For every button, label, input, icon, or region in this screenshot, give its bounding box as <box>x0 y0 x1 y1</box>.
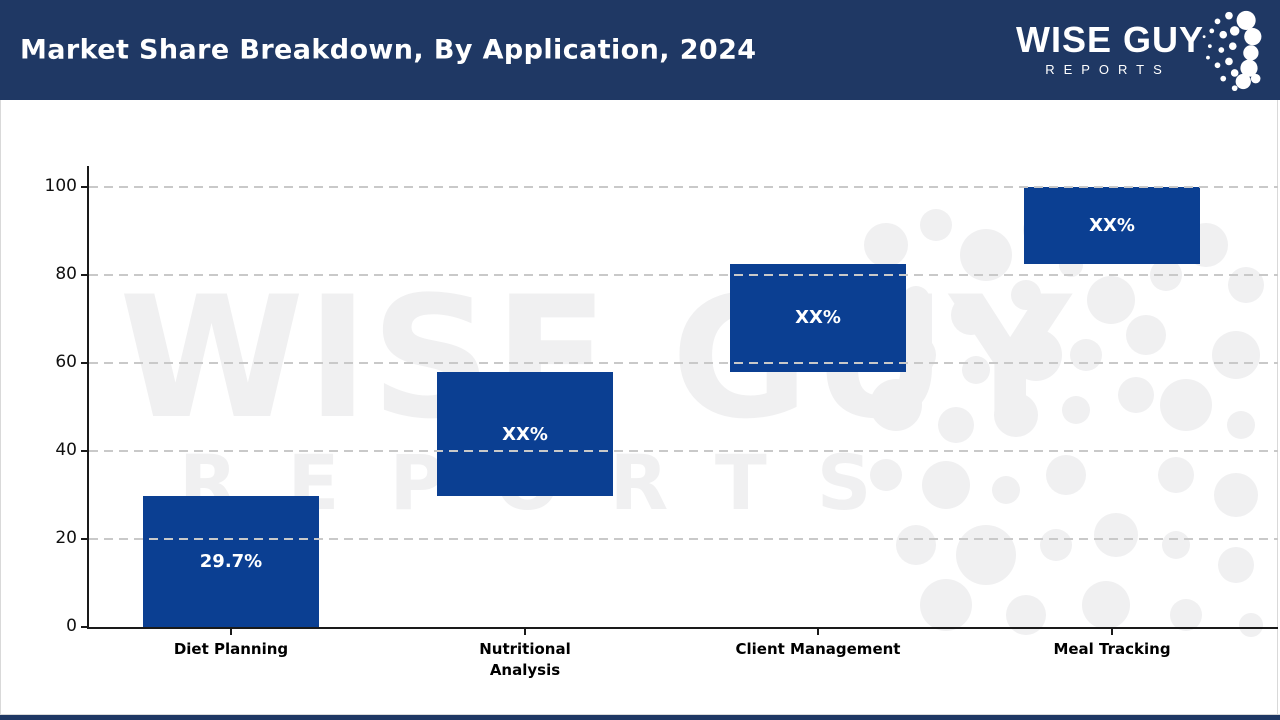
bar-client-management: XX% <box>730 264 906 372</box>
gridline-20 <box>89 538 1278 540</box>
x-category-label: Meal Tracking <box>1053 640 1171 658</box>
y-tick-label: 0 <box>66 616 77 636</box>
wise-guy-logo: WISE GUY REPORTS <box>1016 8 1266 92</box>
y-tick-mark <box>81 186 88 188</box>
gridline-100 <box>89 186 1278 188</box>
y-tick-mark <box>81 362 88 364</box>
gridline-60 <box>89 362 1278 364</box>
bar-meal-tracking: XX% <box>1024 187 1200 264</box>
x-tick-mark <box>230 628 232 635</box>
logo-face-icon <box>1202 10 1262 92</box>
bar-nutritional-analysis: XX% <box>437 371 613 497</box>
y-tick-mark <box>81 274 88 276</box>
bar-value-label: 29.7% <box>199 551 263 573</box>
bar-diet-planning: 29.7% <box>143 496 319 627</box>
footer-divider <box>0 714 1280 715</box>
y-axis-line <box>87 166 89 629</box>
y-tick-mark <box>81 450 88 452</box>
header-bar: Market Share Breakdown, By Application, … <box>0 0 1280 100</box>
y-tick-label: 60 <box>55 352 77 372</box>
bar-value-label: XX% <box>502 423 548 445</box>
footer-bar <box>0 715 1280 720</box>
x-tick-mark <box>817 628 819 635</box>
y-tick-label: 40 <box>55 440 77 460</box>
gridline-40 <box>89 450 1278 452</box>
x-tick-mark <box>1111 628 1113 635</box>
chart-title: Market Share Breakdown, By Application, … <box>20 34 757 66</box>
x-category-label: Diet Planning <box>173 640 289 658</box>
y-tick-label: 100 <box>44 176 77 196</box>
bar-value-label: XX% <box>795 307 841 329</box>
y-tick-mark <box>81 626 88 628</box>
x-axis-line <box>87 627 1278 629</box>
x-tick-mark <box>524 628 526 635</box>
logo-text: WISE GUY REPORTS <box>1016 19 1205 78</box>
x-category-label: Client Management <box>735 640 901 658</box>
x-category-label: Nutritional Analysis <box>479 640 571 679</box>
y-tick-mark <box>81 538 88 540</box>
bar-value-label: XX% <box>1089 215 1135 236</box>
y-tick-label: 20 <box>55 528 77 548</box>
watermark-dots-face <box>864 206 1264 637</box>
gridline-80 <box>89 274 1278 276</box>
y-tick-label: 80 <box>55 264 77 284</box>
logo-subtitle: REPORTS <box>1045 62 1171 77</box>
logo-wordmark: WISE GUY <box>1016 19 1205 60</box>
